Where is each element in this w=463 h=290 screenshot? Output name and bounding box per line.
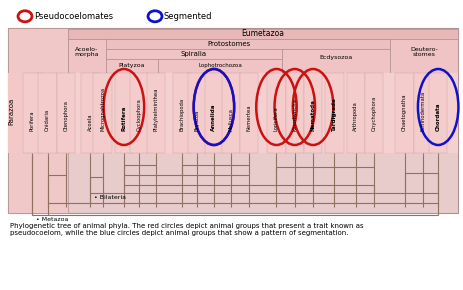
Bar bbox=[68, 39, 389, 49]
Text: Chaetognatha: Chaetognatha bbox=[401, 93, 406, 131]
Text: Nematoda: Nematoda bbox=[310, 99, 315, 131]
Bar bbox=[221, 73, 239, 153]
Bar bbox=[239, 73, 258, 153]
Bar bbox=[389, 39, 457, 73]
Text: Annelida: Annelida bbox=[211, 104, 216, 131]
Bar bbox=[325, 73, 343, 153]
Bar bbox=[364, 73, 382, 153]
Text: Echinodermata: Echinodermata bbox=[419, 91, 425, 131]
Text: Onychophora: Onychophora bbox=[371, 96, 376, 131]
Text: Pseudocoelomates: Pseudocoelomates bbox=[34, 12, 113, 21]
Bar bbox=[282, 49, 389, 73]
Text: Protostomes: Protostomes bbox=[207, 41, 250, 47]
Text: Kinorhyncha: Kinorhyncha bbox=[292, 98, 297, 131]
Text: • Bilateria: • Bilateria bbox=[94, 195, 126, 200]
Bar bbox=[81, 73, 100, 153]
Bar bbox=[204, 73, 223, 153]
Text: Acoelo-
morpha: Acoelo- morpha bbox=[75, 47, 99, 57]
Bar bbox=[8, 28, 457, 213]
Text: Bryozoa: Bryozoa bbox=[194, 110, 199, 131]
Bar bbox=[285, 73, 303, 153]
Bar bbox=[114, 73, 133, 153]
Text: Rotifera: Rotifera bbox=[121, 106, 126, 131]
Bar bbox=[93, 73, 112, 153]
Bar bbox=[68, 73, 457, 153]
Text: Parazoa: Parazoa bbox=[8, 98, 14, 125]
Bar bbox=[172, 73, 191, 153]
Text: Lophotrochozoa: Lophotrochozoa bbox=[198, 64, 241, 68]
Text: Arthropoda: Arthropoda bbox=[352, 101, 357, 131]
Text: • Metazoa: • Metazoa bbox=[36, 217, 69, 222]
Bar bbox=[394, 73, 413, 153]
Bar bbox=[106, 49, 282, 59]
Text: Nemertea: Nemertea bbox=[246, 104, 251, 131]
Text: Platyhelminthea: Platyhelminthea bbox=[153, 88, 158, 131]
Bar bbox=[188, 73, 206, 153]
Bar bbox=[56, 73, 75, 153]
Bar bbox=[68, 39, 106, 73]
Text: Tardigrada: Tardigrada bbox=[331, 97, 336, 131]
Text: Loricifera: Loricifera bbox=[273, 106, 278, 131]
Text: Segmented: Segmented bbox=[163, 12, 212, 21]
Text: Platyzoa: Platyzoa bbox=[119, 64, 145, 68]
Bar bbox=[130, 73, 148, 153]
Text: Acoela: Acoela bbox=[88, 113, 93, 131]
Text: Deutero-
stomes: Deutero- stomes bbox=[409, 47, 437, 57]
Text: Chordata: Chordata bbox=[435, 102, 440, 131]
Text: Spiralia: Spiralia bbox=[181, 51, 206, 57]
Bar bbox=[267, 73, 285, 153]
Bar bbox=[428, 73, 446, 153]
Bar bbox=[8, 73, 68, 153]
Bar bbox=[346, 73, 364, 153]
Text: Phylogenetic tree of animal phyla. The red circles depict animal groups that pre: Phylogenetic tree of animal phyla. The r… bbox=[10, 223, 363, 236]
Text: Ctenophora: Ctenophora bbox=[63, 100, 69, 131]
Bar bbox=[38, 73, 57, 153]
Bar bbox=[8, 28, 68, 213]
Text: Cycloophora: Cycloophora bbox=[137, 98, 141, 131]
Text: Micrognahtrozoa: Micrognahtrozoa bbox=[100, 87, 105, 131]
Bar bbox=[413, 73, 431, 153]
Bar bbox=[146, 73, 165, 153]
Text: Eumetazoa: Eumetazoa bbox=[241, 30, 284, 39]
Bar bbox=[106, 59, 158, 73]
Text: Porifera: Porifera bbox=[30, 110, 35, 131]
Bar bbox=[303, 73, 322, 153]
Text: Brachiopoda: Brachiopoda bbox=[179, 98, 184, 131]
Bar bbox=[23, 73, 42, 153]
Bar bbox=[68, 29, 457, 39]
Text: Cnidaria: Cnidaria bbox=[45, 109, 50, 131]
Bar bbox=[158, 59, 282, 73]
Text: Mollusca: Mollusca bbox=[228, 108, 233, 131]
Text: Ecdysozoa: Ecdysozoa bbox=[319, 55, 352, 59]
